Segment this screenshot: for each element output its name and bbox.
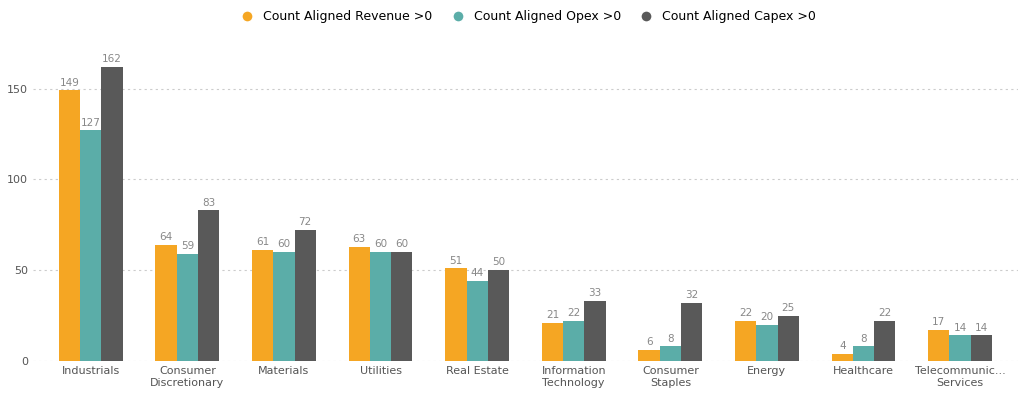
Text: 22: 22: [878, 308, 892, 318]
Text: 17: 17: [932, 317, 945, 327]
Bar: [778, 316, 798, 361]
Bar: [80, 130, 101, 361]
Bar: [370, 252, 392, 361]
Text: 162: 162: [102, 54, 122, 64]
Bar: [252, 250, 274, 361]
Text: 60: 60: [278, 239, 290, 249]
Text: 32: 32: [685, 290, 698, 300]
Legend: Count Aligned Revenue >0, Count Aligned Opex >0, Count Aligned Capex >0: Count Aligned Revenue >0, Count Aligned …: [230, 5, 821, 28]
Bar: [853, 346, 874, 361]
Text: 64: 64: [160, 232, 173, 242]
Bar: [949, 335, 971, 361]
Bar: [198, 210, 219, 361]
Text: 8: 8: [667, 334, 673, 344]
Text: 33: 33: [588, 288, 602, 298]
Bar: [156, 245, 176, 361]
Bar: [488, 270, 509, 361]
Text: 8: 8: [860, 334, 867, 344]
Text: 59: 59: [180, 241, 194, 251]
Bar: [735, 321, 756, 361]
Bar: [176, 254, 198, 361]
Bar: [681, 303, 702, 361]
Bar: [58, 90, 80, 361]
Text: 6: 6: [646, 337, 652, 347]
Bar: [831, 354, 853, 361]
Text: 14: 14: [975, 323, 988, 333]
Text: 21: 21: [546, 310, 559, 320]
Bar: [639, 350, 660, 361]
Text: 61: 61: [256, 237, 270, 247]
Text: 72: 72: [298, 218, 312, 228]
Bar: [101, 67, 123, 361]
Bar: [660, 346, 681, 361]
Bar: [584, 301, 606, 361]
Text: 25: 25: [781, 303, 794, 313]
Text: 50: 50: [492, 258, 505, 267]
Text: 149: 149: [59, 78, 80, 88]
Text: 63: 63: [353, 234, 366, 244]
Text: 22: 22: [739, 308, 752, 318]
Bar: [445, 268, 466, 361]
Bar: [874, 321, 896, 361]
Bar: [542, 323, 563, 361]
Bar: [274, 252, 294, 361]
Bar: [466, 281, 488, 361]
Bar: [756, 325, 778, 361]
Bar: [929, 330, 949, 361]
Bar: [348, 246, 370, 361]
Bar: [392, 252, 412, 361]
Text: 60: 60: [374, 239, 387, 249]
Text: 83: 83: [202, 198, 215, 207]
Text: 22: 22: [567, 308, 580, 318]
Text: 51: 51: [449, 256, 462, 265]
Bar: [294, 230, 316, 361]
Bar: [563, 321, 584, 361]
Text: 4: 4: [838, 341, 846, 351]
Text: 60: 60: [396, 239, 408, 249]
Bar: [971, 335, 992, 361]
Text: 14: 14: [953, 323, 967, 333]
Text: 127: 127: [81, 118, 100, 128]
Text: 20: 20: [761, 312, 774, 322]
Text: 44: 44: [470, 268, 484, 278]
